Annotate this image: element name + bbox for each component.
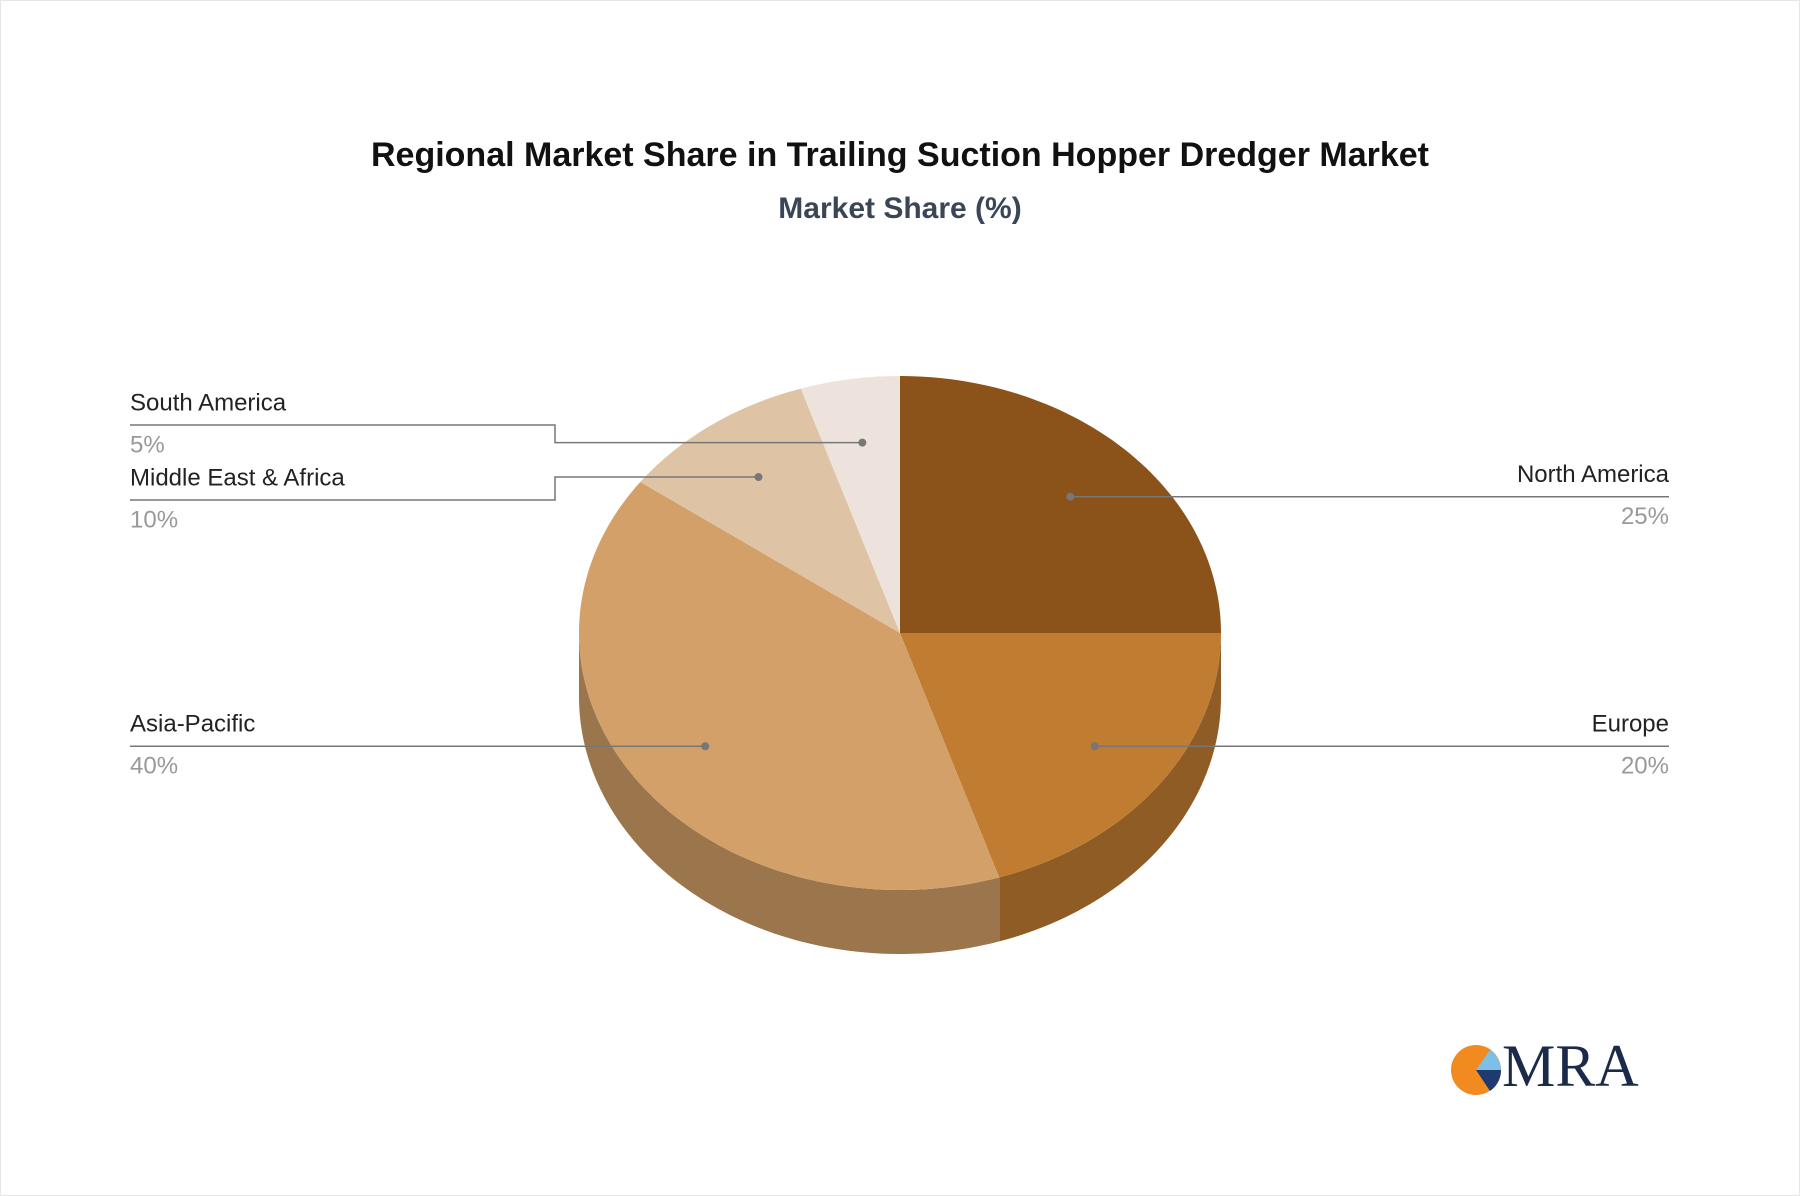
leader-dot (858, 438, 867, 447)
slice-value: 10% (130, 506, 178, 533)
slice-label: North America (1517, 461, 1670, 488)
slice-value: 20% (1621, 753, 1669, 780)
leader-dot (754, 473, 763, 482)
pie-slice (640, 388, 900, 633)
pie-slice (900, 633, 1221, 878)
slice-value: 40% (130, 753, 178, 780)
logo-text: MRA (1502, 1033, 1639, 1099)
slice-value: 25% (1621, 503, 1669, 530)
pie-slice (900, 376, 1221, 633)
pie-slice (579, 481, 1000, 890)
slice-label: Middle East & Africa (130, 464, 345, 491)
leader-dot (1066, 492, 1075, 501)
leader-dot (1090, 742, 1099, 751)
pie-slice-side (999, 633, 1221, 942)
slice-label: Europe (1592, 711, 1669, 738)
pie-tops (579, 376, 1221, 890)
slice-value: 5% (130, 431, 165, 458)
pie-sides (579, 633, 1221, 954)
slice-label: South America (130, 389, 287, 416)
pie-slice-side (579, 633, 1000, 954)
logo: MRA (1451, 1033, 1639, 1099)
logo-wedge (1476, 1070, 1502, 1091)
slice-label: Asia-Pacific (130, 711, 255, 738)
leader-line (130, 424, 863, 444)
chart-title: Regional Market Share in Trailing Suctio… (371, 136, 1429, 174)
chart-subtitle: Market Share (%) (778, 192, 1021, 225)
leader-line (130, 476, 759, 501)
pie-slice (800, 376, 900, 633)
leader-dot (701, 742, 710, 751)
logo-wedge (1476, 1050, 1501, 1070)
